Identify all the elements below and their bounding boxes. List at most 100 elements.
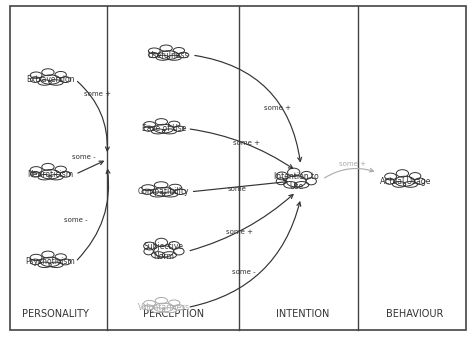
Ellipse shape — [144, 126, 154, 131]
Ellipse shape — [142, 189, 152, 194]
Ellipse shape — [55, 166, 66, 172]
Text: Compatibility: Compatibility — [138, 187, 190, 196]
Ellipse shape — [155, 119, 167, 125]
Text: some -: some - — [64, 217, 88, 223]
Ellipse shape — [155, 297, 167, 304]
Ellipse shape — [60, 171, 71, 177]
Ellipse shape — [154, 124, 173, 133]
Text: some +: some + — [226, 229, 253, 235]
Ellipse shape — [60, 259, 71, 265]
Ellipse shape — [30, 254, 42, 261]
Ellipse shape — [40, 75, 60, 84]
Ellipse shape — [30, 171, 40, 177]
Ellipse shape — [162, 192, 178, 197]
Ellipse shape — [144, 300, 155, 306]
Ellipse shape — [38, 175, 51, 180]
Ellipse shape — [396, 170, 409, 177]
Ellipse shape — [42, 69, 54, 76]
Ellipse shape — [42, 163, 54, 170]
Ellipse shape — [306, 178, 317, 185]
Ellipse shape — [415, 178, 425, 184]
Ellipse shape — [173, 48, 184, 54]
Text: Voluntariness: Voluntariness — [137, 303, 190, 312]
Ellipse shape — [38, 80, 51, 85]
Ellipse shape — [169, 184, 182, 190]
Ellipse shape — [38, 262, 51, 268]
Text: Neuroticism: Neuroticism — [27, 170, 73, 179]
Text: PERCEPTION: PERCEPTION — [143, 309, 204, 320]
Ellipse shape — [284, 182, 297, 188]
Ellipse shape — [153, 188, 174, 196]
Ellipse shape — [149, 52, 158, 58]
Ellipse shape — [49, 175, 63, 180]
Ellipse shape — [162, 129, 176, 134]
Text: some +: some + — [339, 161, 366, 167]
Text: Ease of Use: Ease of Use — [142, 124, 186, 133]
Ellipse shape — [410, 172, 421, 180]
Text: some -: some - — [72, 154, 95, 160]
Ellipse shape — [167, 55, 181, 60]
Ellipse shape — [60, 77, 71, 82]
Ellipse shape — [395, 176, 415, 186]
Ellipse shape — [288, 168, 300, 176]
Ellipse shape — [168, 300, 180, 306]
Ellipse shape — [385, 173, 397, 180]
Ellipse shape — [158, 51, 178, 59]
Ellipse shape — [30, 259, 40, 265]
Ellipse shape — [152, 129, 164, 134]
Ellipse shape — [40, 257, 60, 266]
Text: BEHAVIOUR: BEHAVIOUR — [385, 309, 443, 320]
Ellipse shape — [276, 178, 286, 185]
Ellipse shape — [30, 77, 40, 82]
Ellipse shape — [55, 254, 66, 260]
Ellipse shape — [178, 52, 189, 58]
Ellipse shape — [168, 241, 180, 249]
Ellipse shape — [160, 45, 172, 51]
Text: some +: some + — [264, 105, 291, 111]
Ellipse shape — [162, 252, 176, 258]
Text: Subjective
Norm: Subjective Norm — [144, 242, 184, 261]
Ellipse shape — [155, 238, 167, 247]
Ellipse shape — [301, 171, 312, 179]
Ellipse shape — [55, 71, 66, 78]
Ellipse shape — [168, 121, 180, 127]
Ellipse shape — [155, 182, 168, 188]
Text: some -: some - — [232, 269, 256, 275]
Text: Actual Usage: Actual Usage — [380, 177, 430, 186]
Text: some +: some + — [84, 90, 111, 96]
Text: some: some — [228, 186, 246, 192]
FancyBboxPatch shape — [10, 6, 466, 330]
Ellipse shape — [144, 121, 155, 127]
Ellipse shape — [295, 182, 309, 188]
Ellipse shape — [42, 251, 54, 258]
Ellipse shape — [154, 303, 173, 312]
Ellipse shape — [144, 242, 155, 250]
Ellipse shape — [49, 262, 63, 268]
Ellipse shape — [40, 170, 60, 179]
Ellipse shape — [173, 248, 184, 255]
Ellipse shape — [174, 189, 186, 195]
Ellipse shape — [403, 182, 418, 187]
Text: Psychoticism: Psychoticism — [26, 257, 75, 266]
Text: INTENTION: INTENTION — [276, 309, 330, 320]
Ellipse shape — [144, 305, 154, 310]
Ellipse shape — [156, 55, 169, 60]
Ellipse shape — [142, 185, 155, 191]
Ellipse shape — [49, 80, 63, 85]
Text: Intention to
Use: Intention to Use — [273, 171, 319, 191]
Ellipse shape — [152, 308, 164, 313]
Ellipse shape — [150, 192, 165, 197]
Ellipse shape — [148, 48, 160, 54]
Ellipse shape — [162, 308, 176, 313]
Ellipse shape — [276, 172, 288, 180]
Text: some +: some + — [233, 140, 260, 146]
Ellipse shape — [152, 252, 164, 258]
Ellipse shape — [30, 166, 42, 173]
Text: PERSONALITY: PERSONALITY — [22, 309, 89, 320]
Text: Usefulness: Usefulness — [148, 51, 189, 59]
Ellipse shape — [392, 182, 406, 187]
Ellipse shape — [173, 305, 184, 310]
Ellipse shape — [385, 178, 394, 184]
Ellipse shape — [286, 176, 306, 187]
Ellipse shape — [173, 126, 184, 131]
